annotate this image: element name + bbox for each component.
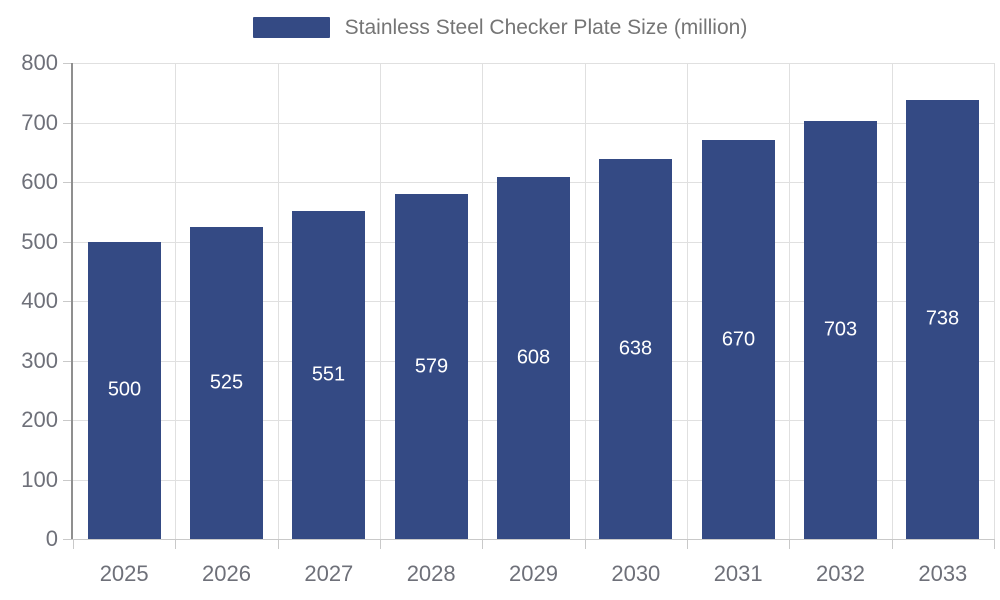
gridline-vertical bbox=[277, 63, 279, 539]
x-axis-line bbox=[71, 539, 994, 540]
chart-legend[interactable]: Stainless Steel Checker Plate Size (mill… bbox=[0, 17, 1000, 38]
x-axis-tick bbox=[994, 539, 995, 549]
bar-value-label: 525 bbox=[209, 371, 244, 394]
y-axis-label: 800 bbox=[21, 50, 58, 75]
bar-2030[interactable]: 638 bbox=[599, 159, 672, 539]
bar-2033[interactable]: 738 bbox=[906, 99, 979, 539]
x-axis-label: 2028 bbox=[406, 561, 456, 586]
x-axis-tick bbox=[175, 539, 177, 549]
gridline-horizontal bbox=[73, 122, 994, 124]
bar-value-label: 670 bbox=[721, 328, 756, 351]
x-axis-tick bbox=[277, 539, 279, 549]
x-axis-label: 2033 bbox=[918, 561, 968, 586]
y-axis-tick bbox=[63, 420, 73, 421]
y-axis-label: 300 bbox=[21, 347, 58, 373]
y-axis-label: 200 bbox=[21, 407, 58, 432]
gridline-vertical bbox=[175, 63, 177, 539]
gridline-vertical bbox=[584, 63, 586, 539]
gridline-vertical bbox=[789, 63, 791, 539]
y-axis-label: 0 bbox=[45, 526, 58, 551]
y-axis-label: 600 bbox=[21, 169, 58, 194]
x-axis-tick bbox=[789, 539, 791, 549]
y-axis-tick bbox=[63, 479, 73, 481]
legend-swatch-icon bbox=[252, 17, 330, 38]
gridline-vertical bbox=[687, 63, 688, 539]
x-axis-label: 2025 bbox=[99, 561, 149, 586]
bar-2027[interactable]: 551 bbox=[292, 211, 365, 539]
y-axis-line bbox=[71, 63, 73, 539]
x-axis-label: 2029 bbox=[509, 561, 558, 586]
bar-2028[interactable]: 579 bbox=[395, 194, 468, 539]
bar-value-label: 579 bbox=[414, 355, 449, 378]
y-axis-tick bbox=[63, 301, 73, 302]
y-axis-tick bbox=[63, 182, 73, 183]
y-axis-tick bbox=[63, 539, 73, 540]
bar-value-label: 638 bbox=[618, 337, 653, 360]
y-axis-label: 700 bbox=[21, 109, 58, 135]
bar-2031[interactable]: 670 bbox=[702, 140, 775, 539]
bar-value-label: 608 bbox=[516, 346, 551, 369]
y-axis-label: 500 bbox=[21, 228, 58, 254]
bar-2029[interactable]: 608 bbox=[497, 177, 570, 539]
bar-2026[interactable]: 525 bbox=[190, 226, 263, 539]
x-axis-label: 2027 bbox=[304, 561, 354, 586]
y-axis-label: 400 bbox=[21, 288, 58, 313]
y-axis-tick bbox=[63, 360, 73, 362]
bar-value-label: 738 bbox=[925, 307, 960, 330]
x-axis-tick bbox=[482, 539, 484, 549]
legend-label: Stainless Steel Checker Plate Size (mill… bbox=[344, 16, 748, 39]
x-axis-tick bbox=[584, 539, 586, 549]
bar-value-label: 703 bbox=[823, 318, 858, 341]
x-axis-label: 2031 bbox=[713, 561, 763, 586]
gridline-vertical bbox=[891, 63, 893, 539]
y-axis-tick bbox=[63, 122, 73, 124]
y-axis-label: 100 bbox=[21, 466, 58, 492]
x-axis-tick bbox=[687, 539, 688, 549]
x-axis-label: 2030 bbox=[611, 561, 661, 586]
x-axis-label: 2032 bbox=[816, 561, 865, 586]
bar-2025[interactable]: 500 bbox=[88, 241, 161, 539]
y-axis-tick bbox=[63, 241, 73, 243]
gridline-vertical bbox=[380, 63, 381, 539]
gridline-vertical bbox=[482, 63, 484, 539]
x-axis-tick bbox=[73, 539, 74, 549]
gridline-vertical bbox=[994, 63, 995, 539]
y-axis-tick bbox=[63, 63, 73, 64]
gridline-horizontal bbox=[73, 63, 994, 64]
bar-2032[interactable]: 703 bbox=[804, 120, 877, 539]
bar-value-label: 500 bbox=[107, 378, 142, 401]
x-axis-label: 2026 bbox=[202, 561, 251, 586]
bar-value-label: 551 bbox=[311, 363, 346, 386]
x-axis-tick bbox=[380, 539, 381, 549]
x-axis-tick bbox=[891, 539, 893, 549]
